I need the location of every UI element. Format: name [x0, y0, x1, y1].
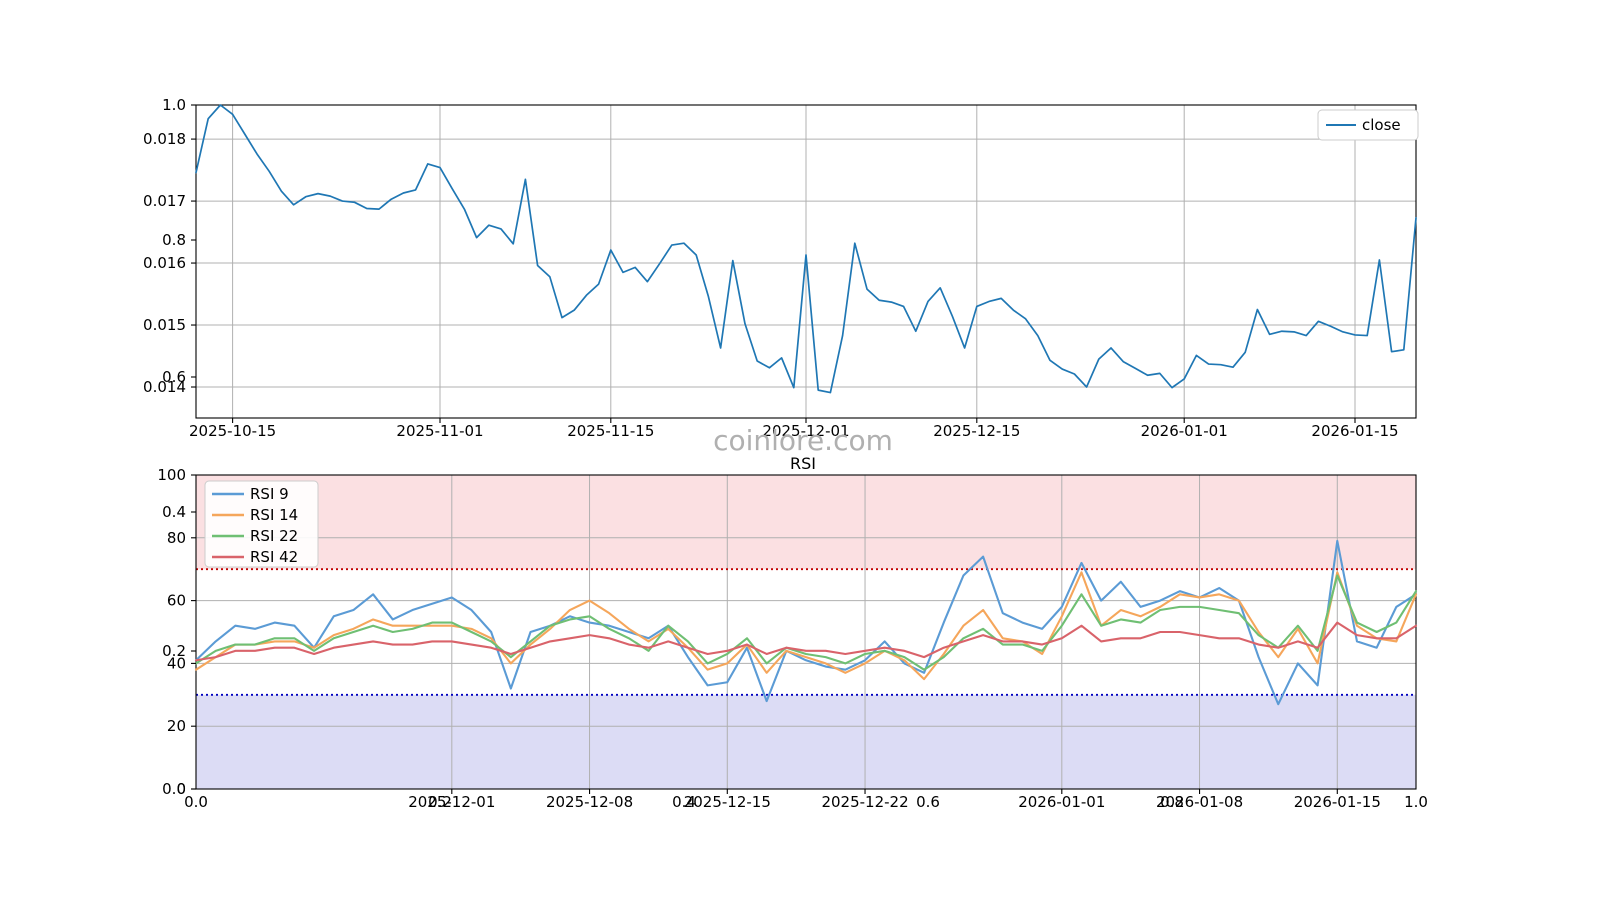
rsi-x-tick-label: 2026-01-08	[1156, 793, 1243, 811]
price-x-tick-label: 2025-10-15	[189, 422, 276, 440]
price-secondary-y-tick-label: 1.0	[162, 96, 186, 114]
price-y-tick-label: 0.016	[143, 254, 186, 272]
rsi-series-rsi-42	[194, 621, 1418, 662]
price-x-tick-label: 2025-11-15	[567, 422, 654, 440]
legend-box	[204, 480, 319, 568]
rsi-x-fraction-tick-label: 0.6	[916, 793, 940, 811]
rsi-secondary-y-tick-label: 0.2	[162, 642, 186, 660]
legend-label-rsi-42: RSI 42	[250, 548, 298, 566]
rsi-series-rsi-9	[194, 539, 1418, 706]
rsi-x-fraction-tick-label: 0.0	[184, 793, 208, 811]
rsi-y-tick-label: 20	[167, 717, 186, 735]
legend-label-rsi-22: RSI 22	[250, 527, 298, 545]
rsi-legend[interactable]: RSI 9 RSI 14 RSI 22 RSI 42	[204, 480, 319, 568]
price-panel: 0.018 0.017 0.016 0.015 0.014 1.0 0.8 0.6 2025-1…	[143, 96, 1419, 457]
price-close-series	[195, 104, 1417, 394]
price-y-tick-label: 0.015	[143, 316, 186, 334]
price-x-tick-label: 2026-01-15	[1311, 422, 1398, 440]
price-y-tick-label: 0.014	[143, 378, 186, 396]
price-y-tick-label: 0.018	[143, 130, 186, 148]
rsi-x-tick-label: 2025-12-15	[684, 793, 771, 811]
rsi-x-fraction-tick-label: 0.2	[428, 793, 452, 811]
plot-frame	[195, 474, 1417, 790]
rsi-y-tick-label: 80	[167, 529, 186, 547]
rsi-x-fraction-tick-label: 0.8	[1160, 793, 1184, 811]
rsi-x-fraction-tick-label: 1.0	[1404, 793, 1428, 811]
rsi-secondary-y-tick-label: 0.4	[162, 503, 186, 521]
rsi-y-tick-label: 0	[176, 780, 186, 798]
overbought-band	[196, 475, 1416, 570]
legend-label-rsi-9: RSI 9	[250, 485, 289, 503]
rsi-panel: 100 80 60 40 20 0 0.4 0.2 0.0 2025-12-01 2025-12-0…	[157, 454, 1428, 811]
rsi-secondary-y-tick-label: 0.0	[162, 780, 186, 798]
legend-box	[1317, 109, 1419, 141]
price-legend[interactable]: close	[1317, 109, 1419, 141]
price-x-tick-label: 2025-12-01	[762, 422, 849, 440]
rsi-x-tick-label: 2026-01-15	[1294, 793, 1381, 811]
rsi-panel-title: RSI	[790, 454, 816, 473]
rsi-y-tick-label: 60	[167, 592, 186, 610]
rsi-x-tick-label: 2025-12-22	[821, 793, 908, 811]
watermark-text: coinlore.com	[713, 424, 893, 457]
price-x-tick-label: 2025-11-01	[396, 422, 483, 440]
price-x-tick-label: 2026-01-01	[1141, 422, 1228, 440]
oversold-band	[196, 694, 1416, 789]
rsi-x-tick-label: 2025-12-01	[408, 793, 495, 811]
price-secondary-y-tick-label: 0.6	[162, 368, 186, 386]
legend-label-rsi-14: RSI 14	[250, 506, 298, 524]
price-x-tick-label: 2025-12-15	[933, 422, 1020, 440]
rsi-series-rsi-22	[194, 574, 1418, 671]
rsi-x-fraction-tick-label: 0.4	[672, 793, 696, 811]
rsi-series-rsi-14	[194, 571, 1418, 681]
rsi-y-tick-label: 40	[167, 654, 186, 672]
rsi-x-tick-label: 2026-01-01	[1018, 793, 1105, 811]
legend-label-close: close	[1362, 116, 1401, 134]
price-y-tick-label: 0.017	[143, 192, 186, 210]
rsi-y-tick-label: 100	[157, 466, 186, 484]
price-secondary-y-tick-label: 0.8	[162, 231, 186, 249]
rsi-x-tick-label: 2025-12-08	[546, 793, 633, 811]
